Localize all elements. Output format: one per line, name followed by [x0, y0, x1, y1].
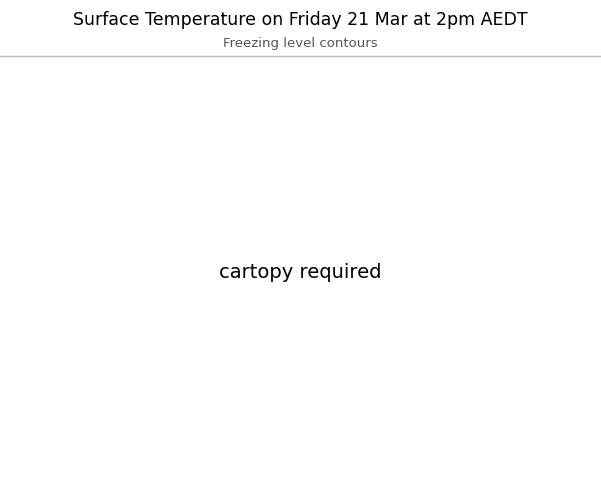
Text: Freezing level contours: Freezing level contours: [223, 37, 378, 50]
Text: cartopy required: cartopy required: [219, 263, 382, 282]
Text: Surface Temperature on Friday 21 Mar at 2pm AEDT: Surface Temperature on Friday 21 Mar at …: [73, 11, 528, 29]
